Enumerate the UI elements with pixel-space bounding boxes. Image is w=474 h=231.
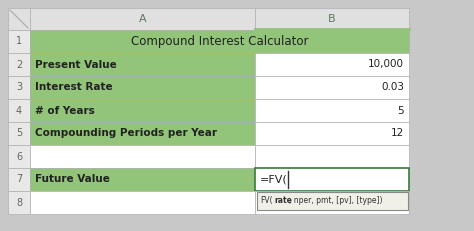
Bar xyxy=(30,30,409,53)
Text: rate: rate xyxy=(274,197,292,205)
Text: 10,000: 10,000 xyxy=(368,60,404,70)
Text: 8: 8 xyxy=(16,198,22,207)
Text: 5: 5 xyxy=(16,128,22,139)
Text: 12: 12 xyxy=(391,128,404,139)
Bar xyxy=(255,145,409,168)
Text: 3: 3 xyxy=(16,82,22,92)
Bar xyxy=(30,168,255,191)
Text: 5: 5 xyxy=(397,106,404,116)
Bar xyxy=(8,191,30,214)
Bar xyxy=(30,76,255,99)
Text: 1: 1 xyxy=(16,36,22,46)
Bar xyxy=(255,99,409,122)
Bar xyxy=(8,30,30,53)
Text: B: B xyxy=(328,14,336,24)
Bar xyxy=(30,53,255,76)
Text: Interest Rate: Interest Rate xyxy=(35,82,113,92)
Text: A: A xyxy=(139,14,146,24)
Bar xyxy=(255,191,409,214)
Bar xyxy=(8,99,30,122)
Text: Future Value: Future Value xyxy=(35,174,110,185)
Text: 4: 4 xyxy=(16,106,22,116)
Text: , nper, pmt, [pv], [type]): , nper, pmt, [pv], [type]) xyxy=(289,197,383,205)
Bar xyxy=(8,168,30,191)
Bar xyxy=(255,76,409,99)
Bar xyxy=(8,122,30,145)
Bar xyxy=(8,8,30,30)
Text: Present Value: Present Value xyxy=(35,60,117,70)
Bar xyxy=(255,8,409,30)
Text: Compounding Periods per Year: Compounding Periods per Year xyxy=(35,128,217,139)
Text: 7: 7 xyxy=(16,174,22,185)
Text: 6: 6 xyxy=(16,152,22,161)
Bar xyxy=(257,192,408,210)
Bar xyxy=(30,191,255,214)
Text: FV(: FV( xyxy=(260,197,273,205)
Bar xyxy=(8,76,30,99)
Bar xyxy=(8,145,30,168)
Text: =FV(: =FV( xyxy=(260,174,288,185)
Bar xyxy=(30,191,255,214)
Bar xyxy=(30,8,255,30)
Bar xyxy=(255,168,409,191)
Bar xyxy=(30,122,255,145)
Text: Compound Interest Calculator: Compound Interest Calculator xyxy=(131,35,308,48)
Bar xyxy=(255,122,409,145)
Text: 0.03: 0.03 xyxy=(381,82,404,92)
Text: 2: 2 xyxy=(16,60,22,70)
Bar xyxy=(30,145,255,168)
Bar xyxy=(30,99,255,122)
Text: # of Years: # of Years xyxy=(35,106,95,116)
Bar xyxy=(30,30,255,53)
Bar xyxy=(8,53,30,76)
Bar xyxy=(255,53,409,76)
